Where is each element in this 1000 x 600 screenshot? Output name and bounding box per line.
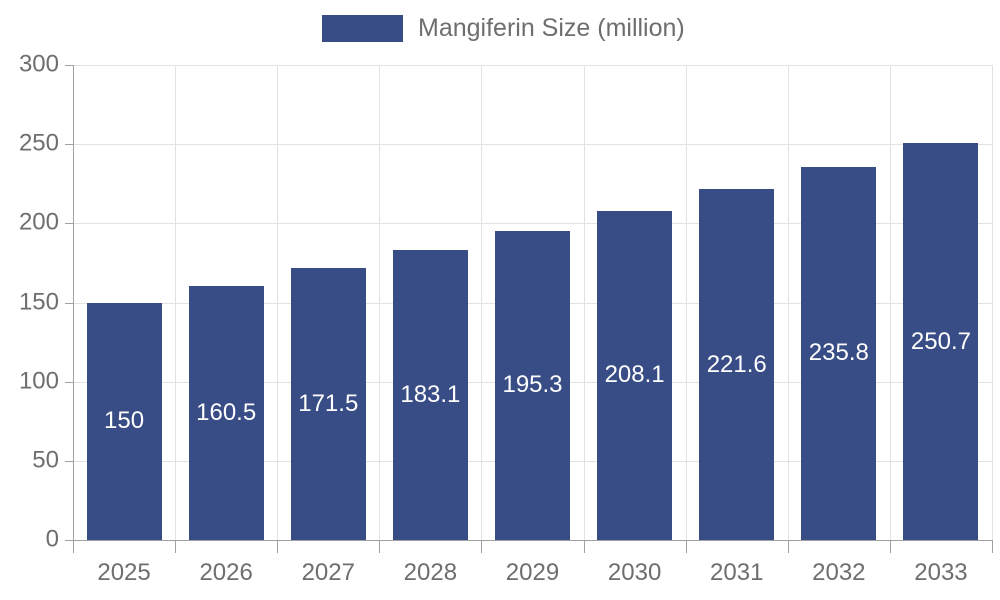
- y-axis-line: [73, 65, 74, 553]
- x-axis-tick: [992, 540, 993, 553]
- x-axis-tick-label: 2033: [914, 559, 968, 586]
- x-axis-tick-label: 2032: [812, 559, 866, 586]
- x-axis-line: [65, 540, 992, 541]
- bar-value-label: 160.5: [196, 398, 257, 426]
- y-axis-tick: [65, 302, 73, 304]
- bar-value-label: 183.1: [400, 381, 461, 409]
- y-axis-tick-label: 300: [18, 50, 59, 78]
- x-gridline: [481, 65, 483, 540]
- legend-label: Mangiferin Size (million): [418, 14, 685, 42]
- y-axis-tick: [65, 65, 73, 66]
- x-gridline: [583, 65, 585, 540]
- bar-2029: [495, 230, 570, 540]
- x-gridline: [787, 65, 789, 540]
- x-axis-tick: [685, 540, 687, 553]
- x-axis-tick-label: 2026: [199, 559, 253, 586]
- y-axis-tick-label: 150: [18, 288, 59, 316]
- bar-value-label: 195.3: [502, 371, 563, 399]
- y-axis-tick: [65, 460, 73, 462]
- x-gridline: [685, 65, 687, 540]
- bar-2026: [188, 285, 264, 540]
- y-axis-tick-label: 250: [18, 129, 59, 157]
- y-gridline: [73, 144, 992, 146]
- x-axis-tick: [583, 540, 585, 553]
- x-axis-tick-label: 2025: [97, 559, 151, 586]
- y-axis-tick-label: 0: [45, 525, 59, 553]
- bar-2033: [903, 143, 979, 540]
- x-gridline: [889, 65, 891, 540]
- x-axis-tick: [889, 540, 891, 553]
- x-axis-tick: [787, 540, 789, 553]
- x-gridline: [175, 65, 177, 540]
- y-gridline: [73, 223, 992, 225]
- y-axis-tick: [65, 144, 73, 146]
- y-axis-tick-label: 50: [32, 446, 59, 474]
- x-gridline: [277, 65, 279, 540]
- x-axis-tick: [481, 540, 483, 553]
- bar-value-label: 150: [104, 407, 145, 435]
- bar-value-label: 208.1: [604, 361, 665, 389]
- x-axis-tick-label: 2029: [505, 559, 560, 586]
- x-axis-tick-label: 2030: [607, 559, 662, 586]
- x-axis-tick-label: 2031: [710, 559, 764, 586]
- bar-2030: [597, 210, 673, 540]
- y-axis-tick-label: 100: [18, 367, 59, 395]
- bar-value-label: 221.6: [706, 350, 767, 378]
- bar-value-label: 250.7: [910, 327, 971, 355]
- bar-value-label: 171.5: [298, 390, 359, 418]
- x-axis-tick: [277, 540, 279, 553]
- legend-item[interactable]: Mangiferin Size (million): [322, 14, 685, 43]
- bar-2031: [699, 189, 775, 540]
- x-axis-tick: [379, 540, 381, 553]
- y-axis-tick-label: 200: [18, 208, 59, 236]
- x-axis-tick: [175, 540, 177, 553]
- bar-2028: [392, 250, 468, 540]
- bar-2025: [86, 302, 162, 540]
- x-gridline: [992, 65, 993, 540]
- bar-value-label: 235.8: [808, 339, 869, 367]
- y-gridline: [73, 65, 992, 66]
- bar-2027: [290, 268, 366, 540]
- x-axis-tick-label: 2028: [403, 559, 458, 586]
- x-gridline: [379, 65, 381, 540]
- legend-swatch-icon: [322, 15, 403, 42]
- y-axis-tick: [65, 223, 73, 225]
- x-axis-tick-label: 2027: [301, 559, 355, 586]
- y-axis-tick: [65, 381, 73, 383]
- bar-2032: [801, 166, 877, 540]
